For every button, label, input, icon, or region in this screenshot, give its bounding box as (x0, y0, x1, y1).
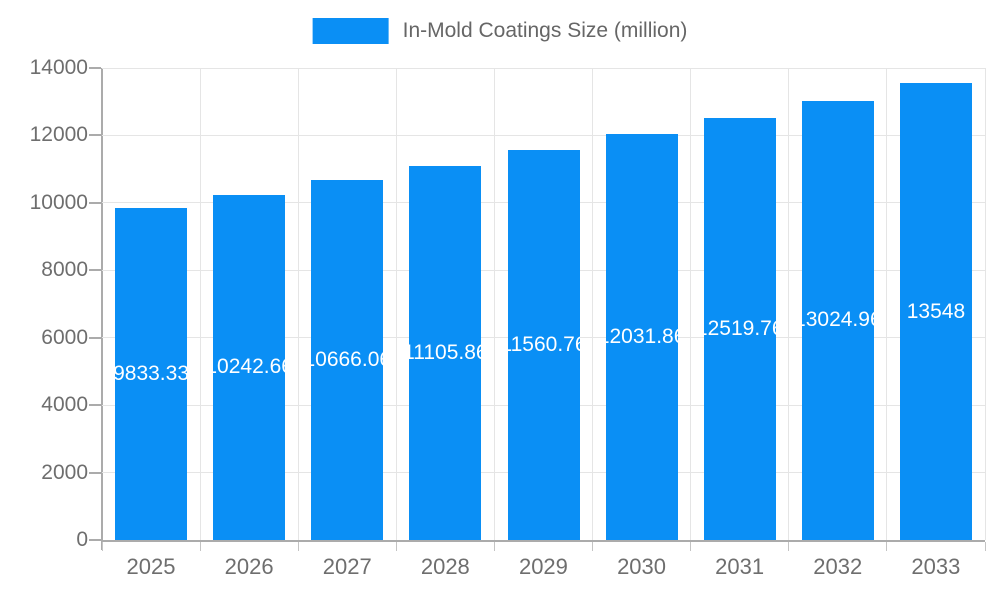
x-gridline (592, 68, 594, 540)
bar-value-label: 13548 (906, 299, 966, 323)
plot-area: 9833.33 10242.66 10666.06 11105.86 11560.76 1… (102, 67, 986, 540)
x-tick-label: 2033 (911, 554, 961, 579)
x-tick-label: 2030 (617, 554, 667, 579)
x-tick-label: 2032 (813, 554, 863, 579)
bar-2027[interactable]: 10666.06 (311, 180, 384, 540)
x-gridline (395, 68, 397, 540)
x-tick-mark (199, 542, 201, 551)
x-tick-mark (493, 542, 495, 551)
x-gridline (984, 68, 986, 540)
y-tick-mark (89, 404, 101, 407)
y-tick-label: 4000 (41, 393, 88, 417)
x-tick-label: 2031 (715, 554, 765, 579)
legend-item[interactable]: In-Mold Coatings Size (million) (312, 18, 688, 44)
y-tick-label: 8000 (41, 258, 88, 282)
x-tick-label: 2028 (420, 554, 470, 579)
x-gridline (493, 68, 495, 540)
bar-2028[interactable]: 11105.86 (409, 165, 482, 540)
y-tick-label: 12000 (29, 123, 88, 147)
x-axis-line (101, 540, 985, 542)
x-tick-label: 2025 (126, 554, 176, 579)
x-tick-mark (690, 542, 692, 551)
y-tick-mark (89, 539, 101, 541)
bar-2026[interactable]: 10242.66 (213, 194, 286, 540)
y-tick-mark (89, 269, 101, 272)
y-tick-label: 14000 (29, 56, 88, 79)
x-gridline (788, 68, 790, 540)
bar-2030[interactable]: 12031.86 (605, 134, 678, 540)
bar-value-label: 10666.06 (311, 348, 383, 372)
x-tick-mark (101, 542, 103, 551)
y-tick-label: 10000 (29, 190, 88, 214)
x-tick-mark (297, 542, 299, 551)
x-tick-label: 2026 (224, 554, 274, 579)
x-tick-mark (592, 542, 594, 551)
y-tick-mark (89, 471, 101, 474)
y-tick-mark (89, 336, 101, 339)
x-tick-label: 2027 (322, 554, 372, 579)
x-tick-label: 2029 (518, 554, 568, 579)
y-tick-label: 6000 (41, 325, 88, 349)
x-tick-mark (984, 542, 986, 551)
legend-swatch (312, 18, 389, 44)
y-tick-mark (89, 67, 101, 69)
bar-value-label: 10242.66 (213, 355, 285, 379)
y-tick-mark (89, 134, 101, 137)
bar-value-label: 11560.76 (508, 333, 580, 357)
bar-2029[interactable]: 11560.76 (507, 150, 580, 540)
y-gridline (102, 67, 985, 69)
y-axis-line (101, 68, 103, 550)
bar-value-label: 13024.96 (802, 308, 874, 332)
y-tick-label: 2000 (41, 460, 88, 484)
legend-label: In-Mold Coatings Size (million) (402, 19, 688, 42)
x-gridline (297, 68, 299, 540)
bar-value-label: 9833.33 (115, 362, 188, 386)
bar-2032[interactable]: 13024.96 (801, 100, 874, 540)
x-gridline (886, 68, 888, 540)
x-tick-mark (886, 542, 888, 551)
bar-value-label: 11105.86 (409, 340, 481, 364)
x-gridline (199, 68, 201, 540)
y-tick-mark (89, 201, 101, 204)
bar-2033[interactable]: 13548 (899, 83, 972, 540)
bar-2025[interactable]: 9833.33 (115, 208, 188, 540)
bar-value-label: 12031.86 (606, 325, 678, 349)
x-gridline (690, 68, 692, 540)
bar-2031[interactable]: 12519.76 (703, 117, 776, 540)
x-tick-mark (395, 542, 397, 551)
x-tick-mark (788, 542, 790, 551)
bar-value-label: 12519.76 (704, 316, 776, 340)
y-tick-label: 0 (76, 528, 88, 551)
y-gridline (102, 134, 985, 136)
